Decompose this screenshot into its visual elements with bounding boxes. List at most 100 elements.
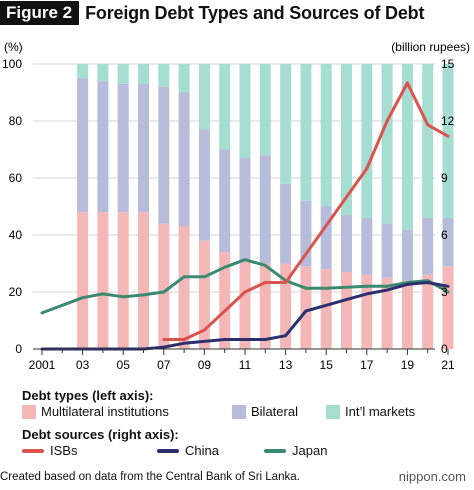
left-tick-label: 40 [9, 228, 23, 242]
bar-segment-intl-markets [198, 64, 210, 130]
bilateral-swatch [232, 404, 246, 419]
bar-segment-multilateral [320, 269, 332, 349]
left-tick-label: 0 [15, 342, 22, 356]
bar-segment-bilateral [158, 86, 170, 224]
figure-header: Figure 2 Foreign Debt Types and Sources … [0, 0, 474, 26]
bar-segment-multilateral [138, 212, 149, 349]
bar-segment-intl-markets [117, 64, 129, 84]
line-isbs [162, 81, 450, 341]
bar-segment-intl-markets [158, 64, 170, 87]
bar-segment-multilateral [198, 240, 210, 349]
left-tick-label: 80 [9, 114, 23, 128]
bar-segment-bilateral [422, 217, 434, 275]
bar-segment-multilateral [381, 277, 393, 349]
legend-sources-title: Debt sources (right axis): [22, 427, 179, 442]
legend-china: China [157, 443, 219, 458]
legend-intl-markets-label: Int’l markets [345, 404, 416, 419]
bar-segment-multilateral [401, 280, 413, 349]
bar-segment-bilateral [259, 155, 271, 264]
bar-segment-intl-markets [381, 64, 393, 224]
bar-segment-bilateral [97, 81, 109, 213]
bar-segment-multilateral [422, 274, 434, 349]
bar-segment-intl-markets [280, 64, 292, 184]
x-tick-label: 2001 [29, 358, 56, 372]
bar-segment-bilateral [401, 229, 413, 281]
bar-segment-intl-markets [361, 64, 373, 218]
bar-segment-intl-markets [422, 64, 434, 218]
x-tick-label: 09 [198, 358, 212, 372]
china-swatch [157, 448, 179, 453]
gridlines [33, 63, 435, 293]
bar-segment-multilateral [117, 212, 129, 349]
legend-japan-label: Japan [292, 443, 328, 458]
bar-segment-multilateral [158, 223, 170, 349]
source-note: Created based on data from the Central B… [0, 471, 300, 483]
right-tick-label: 9 [441, 171, 448, 185]
bar-segment-multilateral [300, 266, 312, 349]
legend-isbs-label: ISBs [50, 443, 78, 458]
figure-title: Foreign Debt Types and Sources of Debt [85, 2, 425, 23]
legend-bilateral-label: Bilateral [251, 404, 298, 419]
bar-segment-bilateral [178, 92, 190, 227]
bar-segment-intl-markets [239, 64, 251, 159]
legend-intl-markets: Int’l markets [326, 404, 415, 419]
bar-segment-multilateral [178, 226, 190, 349]
x-tick-label: 03 [76, 358, 90, 372]
bar-segment-bilateral [341, 215, 352, 273]
bar-segment-bilateral [280, 183, 292, 264]
japan-swatch [264, 448, 286, 453]
brand-label: nippon.com [398, 469, 466, 484]
legend-types-title: Debt types (left axis): [22, 388, 154, 403]
bar-segment-multilateral [442, 266, 454, 349]
brand-logo: nippon.com [399, 469, 466, 484]
x-tick-label: 13 [279, 358, 293, 372]
bar-segment-bilateral [117, 83, 129, 213]
bar-segment-multilateral [341, 272, 352, 349]
left-axis-unit: (%) [4, 40, 23, 54]
bar-segment-multilateral [361, 274, 373, 349]
x-tick-label: 21 [441, 358, 455, 372]
bar-segment-intl-markets [219, 64, 231, 150]
bar-segment-multilateral [97, 212, 109, 349]
figure-badge: Figure 2 [0, 1, 80, 25]
bar-segment-bilateral [361, 217, 373, 275]
x-tick-label: 07 [157, 358, 171, 372]
bar-segment-intl-markets [97, 64, 109, 82]
stacked-bars [77, 64, 454, 349]
bar-segment-bilateral [300, 200, 312, 267]
bar-segment-intl-markets [77, 64, 89, 79]
bar-segment-intl-markets [138, 64, 149, 84]
bar-segment-bilateral [138, 83, 149, 213]
line-japan [40, 258, 450, 315]
left-tick-label: 100 [2, 57, 22, 71]
right-tick-label: 12 [441, 114, 455, 128]
legend-china-label: China [185, 443, 219, 458]
bar-segment-bilateral [219, 149, 231, 253]
right-axis-unit: (billion rupees) [391, 40, 470, 54]
bar-segment-intl-markets [341, 64, 352, 216]
bar-segment-multilateral [259, 263, 271, 349]
bar-segment-bilateral [77, 78, 89, 213]
x-tick-label: 11 [239, 358, 252, 372]
bar-segment-intl-markets [401, 64, 413, 230]
bar-segment-multilateral [239, 260, 251, 349]
bar-segment-intl-markets [320, 64, 332, 207]
bar-segment-multilateral [280, 263, 292, 349]
x-tick-label: 05 [117, 358, 131, 372]
multilateral-swatch [22, 404, 36, 419]
bar-segment-intl-markets [442, 64, 454, 218]
legend-multilateral: Multilateral institutions [22, 404, 169, 419]
left-tick-label: 20 [9, 285, 23, 299]
right-tick-label: 15 [441, 57, 455, 71]
right-tick-label: 6 [441, 228, 448, 242]
legend-bilateral: Bilateral [232, 404, 298, 419]
x-tick-label: 15 [320, 358, 334, 372]
legend-japan: Japan [264, 443, 327, 458]
x-tick-label: 19 [401, 358, 415, 372]
right-tick-label: 0 [441, 342, 448, 356]
bar-segment-multilateral [77, 212, 89, 349]
bar-segment-bilateral [442, 217, 454, 267]
left-tick-label: 60 [9, 171, 23, 185]
